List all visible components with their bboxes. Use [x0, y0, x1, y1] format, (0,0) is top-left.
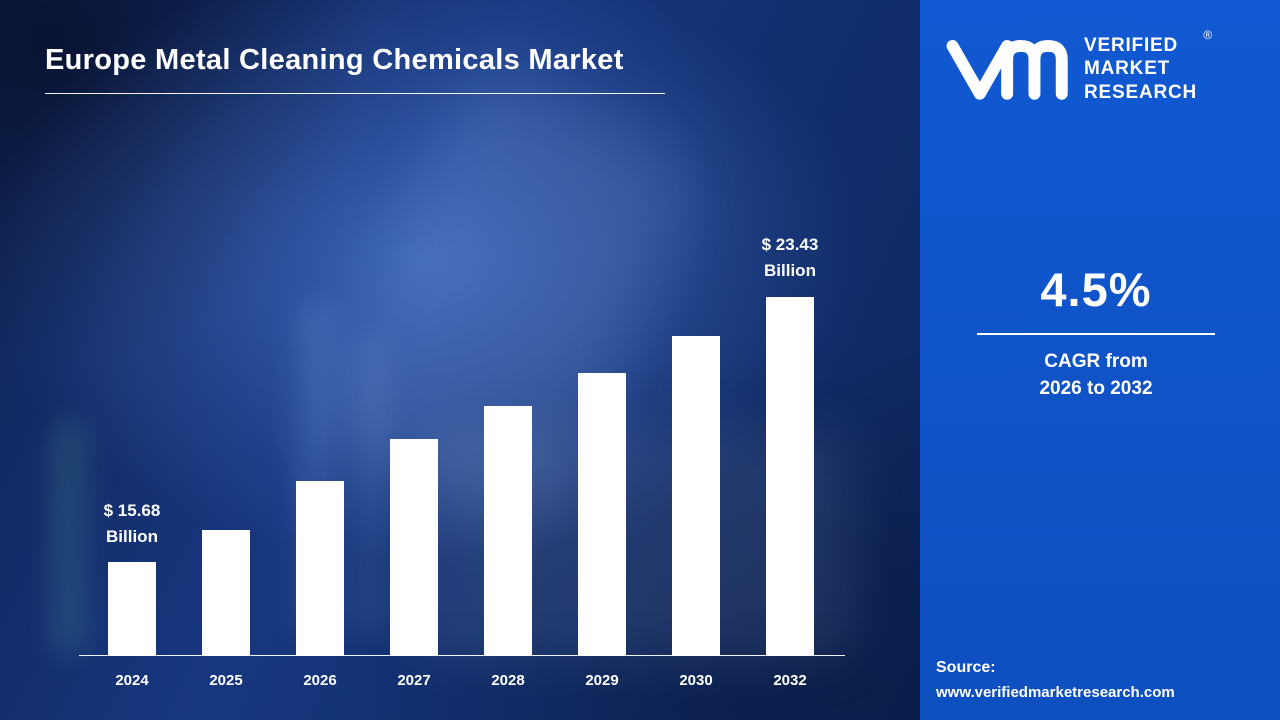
bar-2032	[766, 296, 814, 657]
bar-2030	[672, 335, 720, 656]
bar-value-label: $ 23.43 Billion	[761, 235, 819, 281]
source-block: Source: www.verifiedmarketresearch.com	[936, 656, 1175, 704]
bar-chart: $ 15.68 Billion 2024 2025 2026 2027 2028 2029 20…	[79, 232, 847, 702]
x-tick-label: 2032	[773, 672, 807, 690]
x-tick-label: 2026	[303, 672, 337, 689]
bar-column-2032: $ 23.43 Billion 2032	[743, 232, 837, 702]
brand-line: VERIFIED	[1084, 35, 1179, 57]
x-tick-label: 2025	[209, 672, 243, 689]
bar-column-2027: 2027	[367, 232, 461, 702]
bar-value-label: $ 15.68 Billion	[103, 500, 161, 546]
bar-column-2030: 2030	[649, 232, 743, 702]
cagr-caption-line: 2026 to 2032	[1039, 377, 1153, 399]
vmr-monogram-icon	[944, 34, 1072, 104]
x-tick-label: 2027	[397, 672, 431, 689]
cagr-divider	[977, 333, 1215, 335]
chart-panel: Europe Metal Cleaning Chemicals Market $…	[0, 0, 920, 720]
source-url: www.verifiedmarketresearch.com	[936, 683, 1175, 701]
bar-series: $ 15.68 Billion 2024 2025 2026 2027 2028 2029 20…	[85, 232, 847, 702]
cagr-caption: CAGR from 2026 to 2032	[1039, 349, 1152, 402]
cagr-value: 4.5%	[1040, 263, 1152, 316]
cagr-caption-line: CAGR from	[1044, 351, 1148, 372]
brand-wordmark: ® VERIFIED MARKET RESEARCH	[1084, 28, 1212, 104]
bar-2024	[108, 562, 156, 656]
background-test-tube	[356, 335, 386, 635]
x-tick-label: 2024	[115, 672, 149, 689]
brand-line: MARKET	[1084, 58, 1171, 80]
cagr-block: 4.5% CAGR from 2026 to 2032	[936, 262, 1256, 402]
bar-column-2028: 2028	[461, 232, 555, 702]
bar-2028	[484, 405, 532, 656]
bar-column-2024: $ 15.68 Billion 2024	[85, 232, 179, 702]
sidebar: ® VERIFIED MARKET RESEARCH 4.5% CAGR fro…	[920, 0, 1280, 720]
bar-2029	[578, 372, 626, 656]
bar-column-2029: 2029	[555, 232, 649, 702]
bar-2027	[390, 439, 438, 656]
background-test-tube	[52, 420, 86, 655]
x-tick-label: 2030	[679, 672, 713, 689]
bar-column-2026: 2026	[273, 232, 367, 702]
bar-column-2025: 2025	[179, 232, 273, 702]
bar-2025	[202, 530, 250, 656]
source-label: Source:	[936, 658, 996, 676]
brand-line: RESEARCH	[1084, 81, 1198, 103]
x-tick-label: 2029	[585, 672, 619, 689]
bar-2026	[296, 481, 344, 656]
title-block: Europe Metal Cleaning Chemicals Market	[45, 38, 685, 94]
title-underline	[45, 92, 665, 94]
x-axis-line	[79, 655, 845, 656]
x-tick-label: 2028	[491, 672, 525, 689]
brand-logo: ® VERIFIED MARKET RESEARCH	[936, 28, 1256, 104]
page-title: Europe Metal Cleaning Chemicals Market	[45, 44, 624, 76]
registered-mark: ®	[1203, 28, 1214, 43]
